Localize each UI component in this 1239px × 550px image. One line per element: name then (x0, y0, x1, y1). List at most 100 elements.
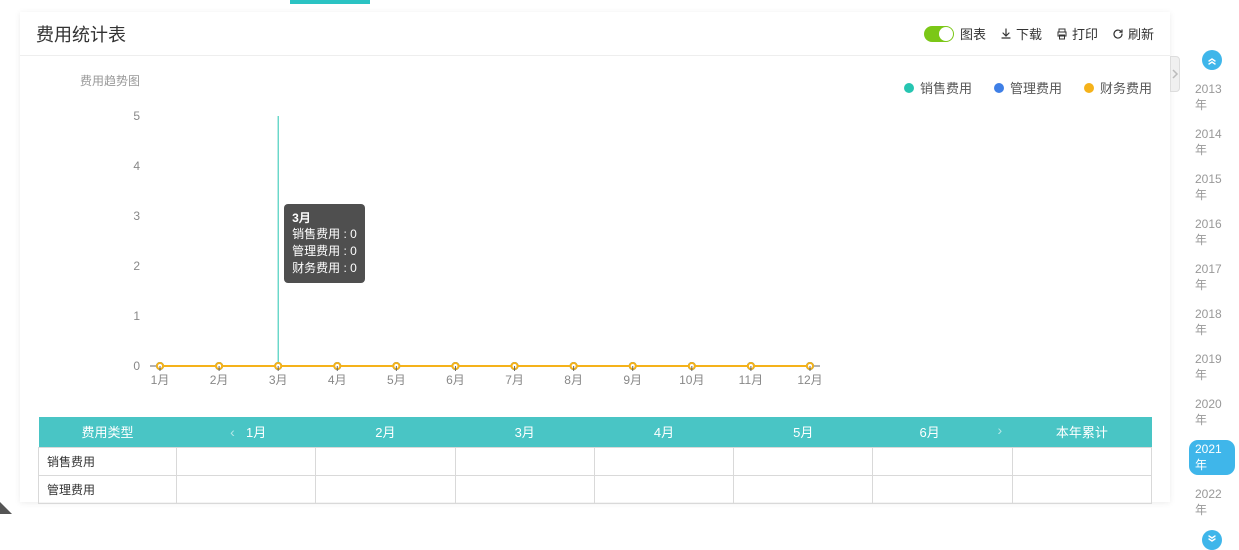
year-item[interactable]: 2015年 (1189, 170, 1235, 205)
table-row: 管理费用 (39, 475, 1152, 503)
legend-item[interactable]: 管理费用 (994, 78, 1062, 97)
svg-text:1: 1 (133, 309, 140, 323)
cell-total (1012, 447, 1151, 475)
cell[interactable] (594, 447, 733, 475)
svg-text:12月: 12月 (797, 373, 822, 387)
cell[interactable] (177, 475, 316, 503)
year-item[interactable]: 2013年 (1189, 80, 1235, 115)
row-label: 销售费用 (39, 447, 177, 475)
download-label: 下载 (1016, 24, 1042, 43)
table-row: 销售费用 (39, 447, 1152, 475)
legend-item[interactable]: 销售费用 (904, 78, 972, 97)
legend-label: 管理费用 (1010, 78, 1062, 97)
cell[interactable] (455, 447, 594, 475)
cell[interactable] (873, 475, 1012, 503)
col-label: 6月 (919, 425, 939, 440)
year-item[interactable]: 2014年 (1189, 125, 1235, 160)
tooltip-row: 管理费用 : 0 (292, 243, 357, 260)
chart-legend: 销售费用 管理费用 财务费用 (904, 78, 1152, 97)
refresh-icon (1112, 28, 1124, 40)
cell[interactable] (316, 475, 455, 503)
tooltip-title: 3月 (292, 210, 357, 227)
years-up-button[interactable] (1202, 50, 1222, 70)
chevron-up-double-icon (1207, 55, 1217, 65)
year-item[interactable]: 2022年 (1189, 485, 1235, 520)
tooltip-row: 财务费用 : 0 (292, 260, 357, 277)
legend-dot-icon (1084, 83, 1094, 93)
year-item[interactable]: 2021年 (1189, 440, 1235, 475)
col-type: 费用类型 (39, 417, 177, 447)
svg-text:11月: 11月 (739, 373, 763, 387)
chart-plot[interactable]: 0 1 2 3 4 5 1月 2月 3月 4月 5月 6月 7月 8月 9月 10月 11月 12月 3月 销售费… (80, 106, 830, 396)
print-label: 打印 (1072, 24, 1098, 43)
cell-total (1012, 475, 1151, 503)
col-month: 4月 (594, 417, 733, 447)
svg-text:5: 5 (133, 109, 140, 123)
svg-text:3: 3 (133, 209, 140, 223)
cell[interactable] (734, 475, 873, 503)
row-label: 管理费用 (39, 475, 177, 503)
print-icon (1056, 28, 1068, 40)
chart-toggle-label: 图表 (960, 24, 986, 43)
svg-text:3月: 3月 (269, 373, 288, 387)
svg-text:10月: 10月 (679, 373, 704, 387)
refresh-label: 刷新 (1128, 24, 1154, 43)
svg-text:9月: 9月 (623, 373, 642, 387)
year-item[interactable]: 2016年 (1189, 215, 1235, 250)
tooltip-row: 销售费用 : 0 (292, 226, 357, 243)
corner-triangle-icon (0, 502, 12, 514)
svg-text:0: 0 (133, 359, 140, 373)
svg-text:4: 4 (133, 159, 140, 173)
top-nav-accent (290, 0, 370, 4)
svg-text:2月: 2月 (210, 373, 229, 387)
cell[interactable] (873, 447, 1012, 475)
table-header-row: 费用类型 ‹ 1月 2月 3月 4月 5月 6月 › 本年累计 (39, 417, 1152, 447)
legend-dot-icon (904, 83, 914, 93)
legend-label: 销售费用 (920, 78, 972, 97)
cell[interactable] (594, 475, 733, 503)
svg-text:1月: 1月 (151, 373, 170, 387)
svg-text:7月: 7月 (505, 373, 524, 387)
chart-area: 费用趋势图 销售费用 管理费用 财务费用 0 1 2 3 4 5 1月 2月 3月 4月 5月 6月 7… (20, 56, 1170, 406)
expense-table: 费用类型 ‹ 1月 2月 3月 4月 5月 6月 › 本年累计 销售费用管理费用 (38, 417, 1152, 504)
svg-text:5月: 5月 (387, 373, 406, 387)
year-item[interactable]: 2018年 (1189, 305, 1235, 340)
chevron-right-icon (1171, 68, 1179, 80)
legend-item[interactable]: 财务费用 (1084, 78, 1152, 97)
legend-label: 财务费用 (1100, 78, 1152, 97)
cell[interactable] (316, 447, 455, 475)
cell[interactable] (734, 447, 873, 475)
svg-text:4月: 4月 (328, 373, 347, 387)
download-icon (1000, 28, 1012, 40)
svg-text:8月: 8月 (564, 373, 583, 387)
chart-toggle[interactable] (924, 26, 954, 42)
year-rail: 2013年 2014年 2015年 2016年 2017年 2018年 2019年 2020年… (1189, 50, 1235, 550)
prev-months-button[interactable]: ‹ (226, 424, 239, 440)
main-panel: 费用统计表 图表 下载 打印 刷新 费用趋势图 销售费用 管理费用 财务费用 0… (20, 12, 1170, 502)
col-month: 6月 › (873, 417, 1012, 447)
col-month: 2月 (316, 417, 455, 447)
col-month: 5月 (734, 417, 873, 447)
col-label: 1月 (246, 425, 266, 440)
svg-text:6月: 6月 (446, 373, 465, 387)
print-button[interactable]: 打印 (1056, 24, 1098, 43)
year-item[interactable]: 2017年 (1189, 260, 1235, 295)
collapse-side-button[interactable] (1170, 56, 1180, 92)
cell[interactable] (177, 447, 316, 475)
legend-dot-icon (994, 83, 1004, 93)
years-down-button[interactable] (1202, 530, 1222, 550)
cell[interactable] (455, 475, 594, 503)
year-item[interactable]: 2020年 (1189, 395, 1235, 430)
svg-text:2: 2 (133, 259, 140, 273)
download-button[interactable]: 下载 (1000, 24, 1042, 43)
chevron-down-double-icon (1207, 535, 1217, 545)
refresh-button[interactable]: 刷新 (1112, 24, 1154, 43)
panel-header: 费用统计表 图表 下载 打印 刷新 (20, 12, 1170, 56)
col-month: 3月 (455, 417, 594, 447)
page-title: 费用统计表 (36, 21, 126, 47)
chart-tooltip: 3月 销售费用 : 0 管理费用 : 0 财务费用 : 0 (284, 204, 365, 283)
chart-subtitle: 费用趋势图 (80, 72, 140, 89)
year-item[interactable]: 2019年 (1189, 350, 1235, 385)
col-month: ‹ 1月 (177, 417, 316, 447)
next-months-button[interactable]: › (994, 422, 1007, 438)
